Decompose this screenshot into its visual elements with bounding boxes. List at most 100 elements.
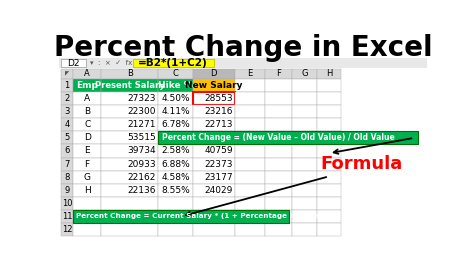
Text: ▾  :  ×  ✓  fx: ▾ : × ✓ fx bbox=[90, 60, 133, 66]
Text: 4: 4 bbox=[64, 120, 70, 129]
Bar bbox=[292, 92, 317, 105]
Text: 4.50%: 4.50% bbox=[161, 94, 190, 103]
Bar bbox=[264, 158, 292, 171]
Bar bbox=[192, 223, 235, 236]
Bar bbox=[73, 69, 101, 79]
Text: E: E bbox=[247, 69, 253, 78]
Text: =B2*(1+C2): =B2*(1+C2) bbox=[138, 58, 208, 68]
Bar bbox=[158, 105, 192, 118]
Text: F: F bbox=[276, 69, 281, 78]
Text: 22373: 22373 bbox=[204, 159, 233, 168]
Bar bbox=[317, 92, 341, 105]
Bar bbox=[292, 105, 317, 118]
Bar bbox=[73, 184, 101, 197]
Bar bbox=[264, 69, 292, 79]
Bar bbox=[192, 171, 235, 184]
Bar bbox=[158, 210, 192, 223]
Bar bbox=[317, 105, 341, 118]
Bar bbox=[235, 144, 264, 158]
Text: ◤: ◤ bbox=[65, 72, 69, 76]
Bar bbox=[317, 197, 341, 210]
Text: 4.58%: 4.58% bbox=[161, 173, 190, 182]
Text: D: D bbox=[210, 69, 217, 78]
Bar bbox=[192, 131, 235, 144]
Text: Hike %: Hike % bbox=[158, 81, 193, 90]
Text: 7: 7 bbox=[64, 159, 70, 168]
Bar bbox=[264, 131, 292, 144]
Bar bbox=[317, 184, 341, 197]
Text: 10: 10 bbox=[62, 199, 72, 208]
Bar bbox=[317, 223, 341, 236]
Text: 23177: 23177 bbox=[204, 173, 233, 182]
Bar bbox=[133, 59, 214, 67]
Bar bbox=[292, 69, 317, 79]
Text: H: H bbox=[326, 69, 332, 78]
Bar bbox=[101, 105, 158, 118]
Bar bbox=[101, 158, 158, 171]
Text: 53515: 53515 bbox=[128, 133, 156, 142]
Text: 6.78%: 6.78% bbox=[161, 120, 190, 129]
Bar bbox=[235, 131, 264, 144]
Bar bbox=[73, 131, 101, 144]
Bar bbox=[292, 79, 317, 92]
Text: Percent Change in Excel: Percent Change in Excel bbox=[54, 34, 432, 62]
Bar bbox=[264, 184, 292, 197]
Bar bbox=[61, 59, 86, 67]
Text: C: C bbox=[84, 120, 90, 129]
Bar bbox=[101, 118, 158, 131]
Text: 6.88%: 6.88% bbox=[161, 159, 190, 168]
Bar bbox=[292, 131, 317, 144]
Bar bbox=[292, 158, 317, 171]
Bar bbox=[73, 118, 101, 131]
Text: 27323: 27323 bbox=[128, 94, 156, 103]
Bar bbox=[192, 92, 235, 105]
Bar bbox=[192, 158, 235, 171]
Text: H: H bbox=[84, 186, 91, 195]
Bar bbox=[61, 144, 73, 158]
Bar bbox=[73, 144, 101, 158]
Bar bbox=[61, 210, 73, 223]
Text: 22162: 22162 bbox=[128, 173, 156, 182]
Bar bbox=[101, 92, 158, 105]
Text: B: B bbox=[127, 69, 133, 78]
Bar bbox=[101, 184, 158, 197]
Text: 4.11%: 4.11% bbox=[161, 107, 190, 116]
Bar bbox=[264, 144, 292, 158]
Text: Emp: Emp bbox=[76, 81, 98, 90]
Bar bbox=[101, 171, 158, 184]
Bar bbox=[61, 158, 73, 171]
Bar bbox=[158, 79, 192, 92]
Bar bbox=[235, 223, 264, 236]
Text: G: G bbox=[301, 69, 308, 78]
Bar bbox=[61, 118, 73, 131]
Text: 21271: 21271 bbox=[128, 120, 156, 129]
Bar bbox=[192, 69, 235, 79]
Bar bbox=[235, 184, 264, 197]
Bar bbox=[158, 197, 192, 210]
Bar bbox=[264, 223, 292, 236]
Bar bbox=[158, 158, 192, 171]
Text: B: B bbox=[84, 107, 90, 116]
Text: 12: 12 bbox=[62, 225, 72, 234]
Text: 5: 5 bbox=[64, 133, 70, 142]
Bar bbox=[192, 79, 235, 92]
Text: 39734: 39734 bbox=[128, 146, 156, 155]
Text: Percent Change = (New Value – Old Value) / Old Value: Percent Change = (New Value – Old Value)… bbox=[162, 133, 394, 142]
Bar bbox=[264, 105, 292, 118]
Text: Formula: Formula bbox=[320, 155, 402, 173]
Bar bbox=[235, 210, 264, 223]
Bar bbox=[61, 92, 73, 105]
Text: 2: 2 bbox=[64, 94, 70, 103]
Text: Percent Change = Current Salary * (1 + Percentage Increase): Percent Change = Current Salary * (1 + P… bbox=[76, 213, 328, 219]
Bar bbox=[192, 210, 235, 223]
Bar bbox=[292, 223, 317, 236]
Bar bbox=[101, 144, 158, 158]
Bar bbox=[292, 184, 317, 197]
Bar bbox=[73, 210, 290, 223]
Bar bbox=[158, 69, 192, 79]
Bar bbox=[192, 184, 235, 197]
Text: D: D bbox=[84, 133, 91, 142]
Text: 20933: 20933 bbox=[128, 159, 156, 168]
Text: 22136: 22136 bbox=[128, 186, 156, 195]
Bar bbox=[73, 197, 101, 210]
